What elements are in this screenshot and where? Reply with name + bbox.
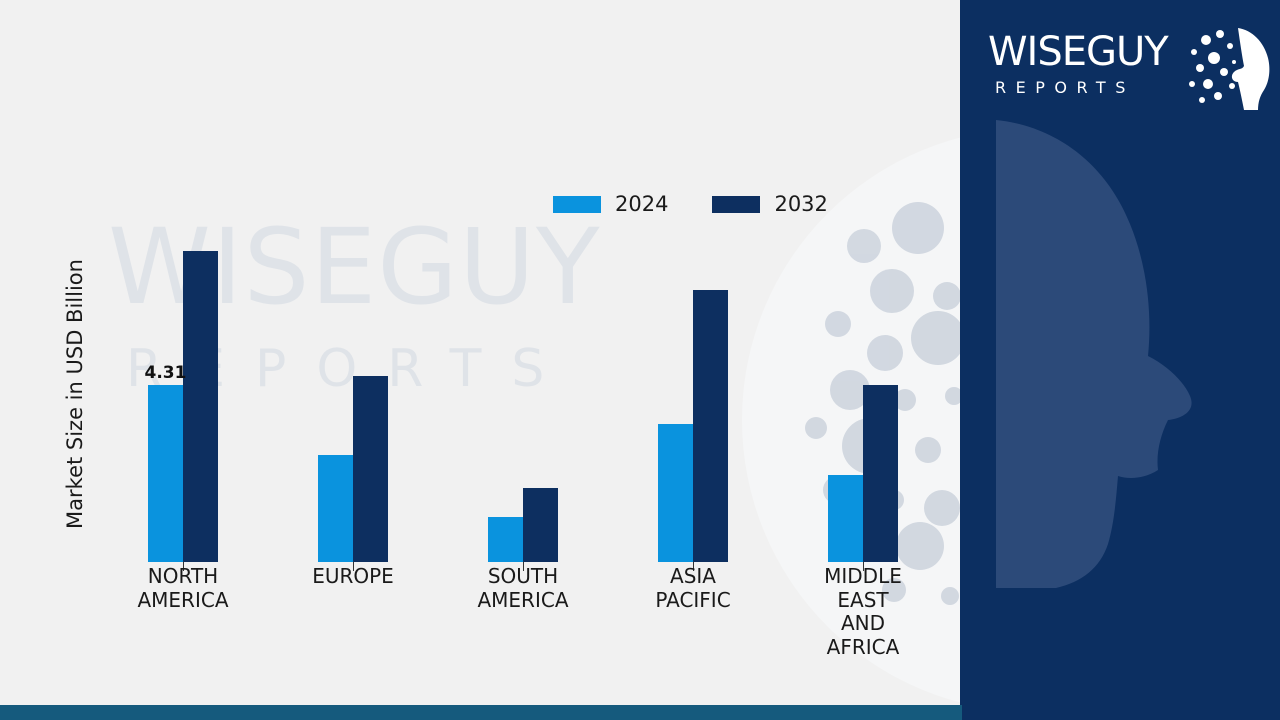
- bar-2024-asia-pacific[interactable]: [658, 424, 693, 562]
- legend-item-2024[interactable]: 2024: [553, 194, 668, 215]
- x-axis-tick: [183, 562, 184, 571]
- legend-swatch-2032: [712, 196, 761, 213]
- logo-subtitle: REPORTS: [995, 78, 1135, 97]
- x-axis-label-middle-east-and-africa[interactable]: MIDDLE EAST AND AFRICA: [824, 564, 902, 659]
- bar-2032-middle-east-and-africa[interactable]: [863, 385, 898, 562]
- x-axis-tick: [523, 562, 524, 571]
- legend-label-2032: 2032: [774, 192, 828, 216]
- x-axis-label-north-america[interactable]: NORTH AMERICA: [137, 564, 229, 612]
- bar-2032-north-america[interactable]: [183, 251, 218, 562]
- bar-value-label: 4.31: [144, 363, 187, 383]
- x-axis-label-asia-pacific[interactable]: ASIA PACIFIC: [655, 564, 731, 612]
- bar-2024-middle-east-and-africa[interactable]: [828, 475, 863, 562]
- head-profile-silhouette-icon: [996, 120, 1192, 588]
- x-axis-label-europe[interactable]: EUROPE: [312, 564, 394, 588]
- x-axis-tick: [863, 562, 864, 571]
- bar-2032-europe[interactable]: [353, 376, 388, 562]
- bar-2024-north-america[interactable]: [148, 385, 183, 562]
- brand-panel: [960, 0, 1280, 720]
- bar-2024-europe[interactable]: [318, 455, 353, 562]
- legend: 2024 2032: [553, 194, 828, 215]
- x-axis-label-south-america[interactable]: SOUTH AMERICA: [477, 564, 569, 612]
- x-axis-tick: [693, 562, 694, 571]
- brand-logo: WISEGUY REPORTS: [988, 32, 1203, 97]
- bar-2032-asia-pacific[interactable]: [693, 290, 728, 562]
- x-axis-tick: [353, 562, 354, 571]
- bottom-accent-strip: [0, 705, 962, 720]
- legend-label-2024: 2024: [615, 192, 669, 216]
- plot-area: Market Size in USD Billion 2024 2032 4.3…: [63, 194, 902, 659]
- bar-2024-south-america[interactable]: [488, 517, 523, 562]
- y-axis-title: Market Size in USD Billion: [63, 259, 87, 529]
- bar-2032-south-america[interactable]: [523, 488, 558, 562]
- logo-wordmark: WISEGUY: [988, 29, 1169, 75]
- legend-item-2032[interactable]: 2032: [712, 192, 828, 216]
- legend-swatch-2024: [553, 196, 601, 213]
- logo-head-dots-icon: [1189, 28, 1270, 110]
